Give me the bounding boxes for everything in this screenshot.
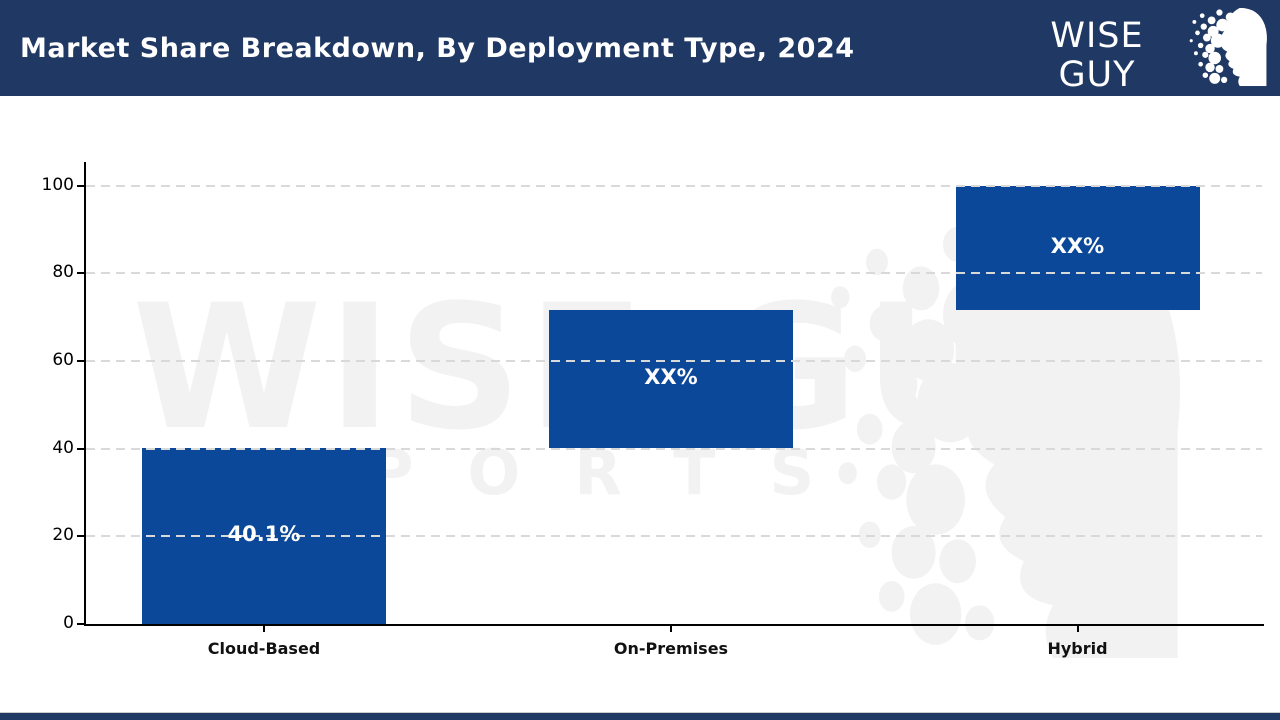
x-tick-mark — [670, 625, 672, 632]
gridline — [86, 447, 1262, 450]
y-tick-label: 20 — [52, 525, 74, 546]
x-tick-mark — [1076, 625, 1079, 632]
gridline — [86, 184, 1262, 187]
y-tick-mark — [77, 447, 84, 450]
y-tick-label: 0 — [63, 613, 74, 633]
y-tick-mark — [77, 359, 84, 362]
gridline — [86, 272, 1262, 275]
x-axis-line — [84, 624, 1264, 626]
y-tick-mark — [77, 535, 84, 538]
gridline — [86, 359, 1262, 362]
x-category-label: Hybrid — [1047, 639, 1108, 658]
bar-value-label: 40.1% — [227, 522, 301, 547]
chart-title: Market Share Breakdown, By Deployment Ty… — [20, 32, 855, 64]
header-banner: Market Share Breakdown, By Deployment Ty… — [0, 0, 1280, 110]
bar-value-label: XX% — [1050, 233, 1105, 258]
brand-logo: WISE GUY REPORTS — [1022, 0, 1272, 110]
logo-text: WISE GUY REPORTS — [1022, 17, 1172, 110]
y-tick-label: 80 — [52, 262, 74, 283]
x-category-label: On-Premises — [613, 639, 729, 658]
x-category-label: Cloud-Based — [207, 639, 321, 658]
face-profile-dots-icon — [1174, 7, 1268, 87]
y-tick-mark — [77, 184, 84, 187]
y-axis-line — [84, 162, 86, 626]
y-tick-mark — [77, 623, 84, 625]
y-tick-label: 60 — [52, 349, 74, 370]
bar-value-label: XX% — [644, 364, 698, 389]
footer-bar — [0, 712, 1280, 720]
logo-subtext: REPORTS — [1034, 95, 1171, 110]
gridline — [86, 535, 1262, 538]
y-tick-mark — [77, 272, 84, 275]
logo-wordmark: WISE GUY — [1050, 16, 1144, 95]
y-tick-label: 40 — [52, 437, 74, 458]
bar-segment — [955, 185, 1200, 310]
y-tick-label: 100 — [41, 174, 74, 195]
bar-segment — [549, 309, 793, 449]
x-tick-mark — [263, 625, 265, 632]
